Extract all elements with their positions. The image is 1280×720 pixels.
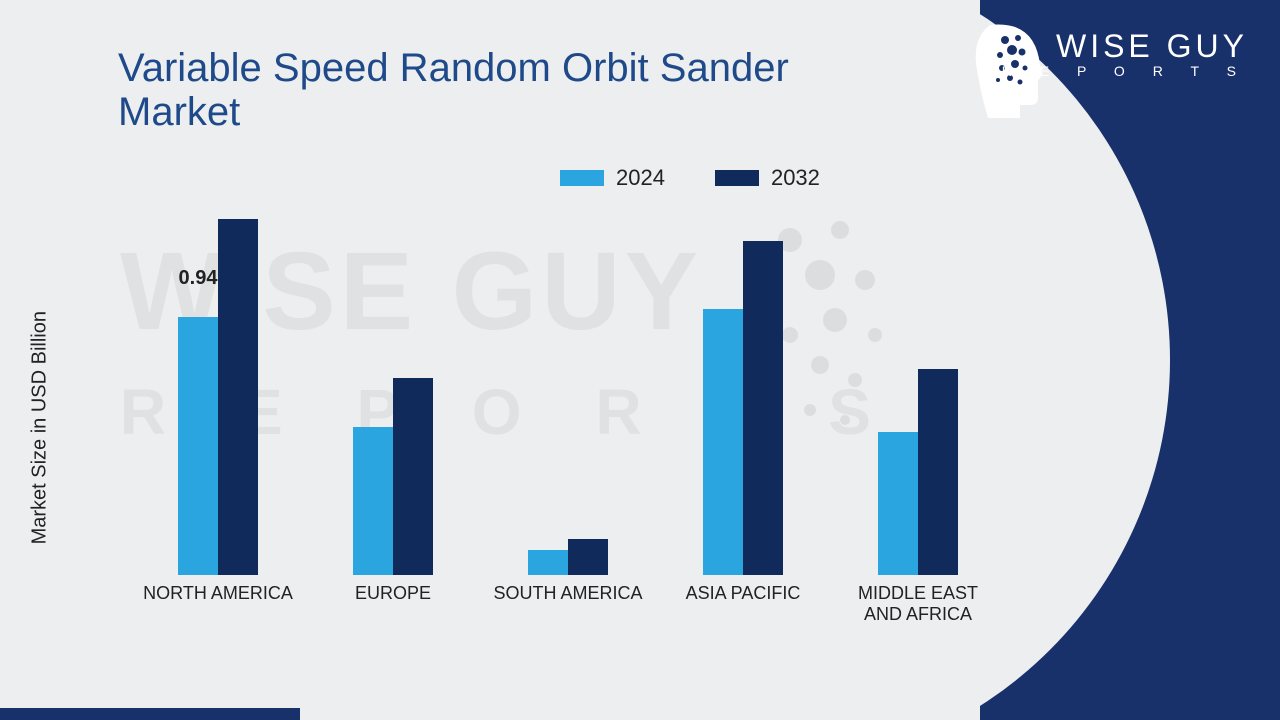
bar-2032 [568, 539, 608, 575]
chart-area: Market Size in USD Billion 2024 2032 NOR… [50, 165, 960, 695]
bar-group: MIDDLE EAST AND AFRICA [878, 369, 958, 575]
legend-swatch-2032 [715, 170, 759, 186]
bar-2024 [878, 432, 918, 575]
legend-item-2024: 2024 [560, 165, 665, 191]
bar-group: NORTH AMERICA0.94 [178, 219, 258, 575]
footer-accent-bar [0, 708, 300, 720]
bar-value-label: 0.94 [179, 267, 218, 290]
bar-2024 [703, 309, 743, 575]
category-label: MIDDLE EAST AND AFRICA [843, 583, 993, 624]
brand-name: WISE GUY [1002, 28, 1248, 65]
bar-2032 [393, 378, 433, 575]
brand-logo: WISE GUY R E P O R T S [1002, 28, 1248, 79]
page: WISE GUY R E P O R T S Variable Speed Ra… [0, 0, 1280, 720]
bar-2024 [528, 550, 568, 575]
bar-group: EUROPE [353, 378, 433, 575]
bar-2032 [218, 219, 258, 575]
category-label: NORTH AMERICA [143, 583, 293, 604]
legend-label-2024: 2024 [616, 165, 665, 191]
bar-group: ASIA PACIFIC [703, 241, 783, 575]
legend-swatch-2024 [560, 170, 604, 186]
legend: 2024 2032 [560, 165, 820, 191]
chart-title: Variable Speed Random Orbit Sander Marke… [118, 46, 858, 134]
bar-2032 [743, 241, 783, 575]
bar-2032 [918, 369, 958, 575]
legend-item-2032: 2032 [715, 165, 820, 191]
bar-2024 [353, 427, 393, 575]
plot-region: NORTH AMERICA0.94 EUROPE SOUTH AMERICA ASIA… [108, 205, 960, 575]
brand-subtitle: R E P O R T S [1002, 63, 1248, 79]
category-label: ASIA PACIFIC [668, 583, 818, 604]
category-label: SOUTH AMERICA [493, 583, 643, 604]
bar-2024 [178, 317, 218, 575]
bar-group: SOUTH AMERICA [528, 539, 608, 575]
legend-label-2032: 2032 [771, 165, 820, 191]
y-axis-label: Market Size in USD Billion [29, 311, 52, 544]
category-label: EUROPE [318, 583, 468, 604]
